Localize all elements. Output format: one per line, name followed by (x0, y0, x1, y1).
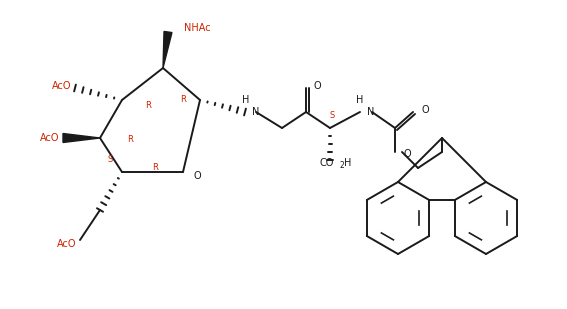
Text: R: R (127, 136, 133, 145)
Text: AcO: AcO (57, 239, 76, 249)
Text: O: O (422, 105, 430, 115)
Text: O: O (314, 81, 321, 91)
Text: H: H (242, 95, 249, 105)
Text: S: S (329, 112, 335, 121)
Text: R: R (145, 100, 151, 109)
Text: O: O (403, 149, 411, 159)
Text: CO: CO (320, 158, 335, 168)
Text: 2: 2 (339, 160, 344, 170)
Text: H: H (356, 95, 363, 105)
Text: O: O (193, 171, 201, 181)
Text: N: N (367, 107, 374, 117)
Text: AcO: AcO (40, 133, 59, 143)
Text: H: H (344, 158, 352, 168)
Text: AcO: AcO (52, 81, 71, 91)
Text: S: S (107, 155, 113, 164)
Polygon shape (63, 133, 100, 142)
Text: R: R (180, 95, 186, 104)
Polygon shape (163, 32, 172, 68)
Text: R: R (152, 163, 158, 171)
Text: N: N (252, 107, 259, 117)
Text: NHAc: NHAc (184, 23, 210, 33)
